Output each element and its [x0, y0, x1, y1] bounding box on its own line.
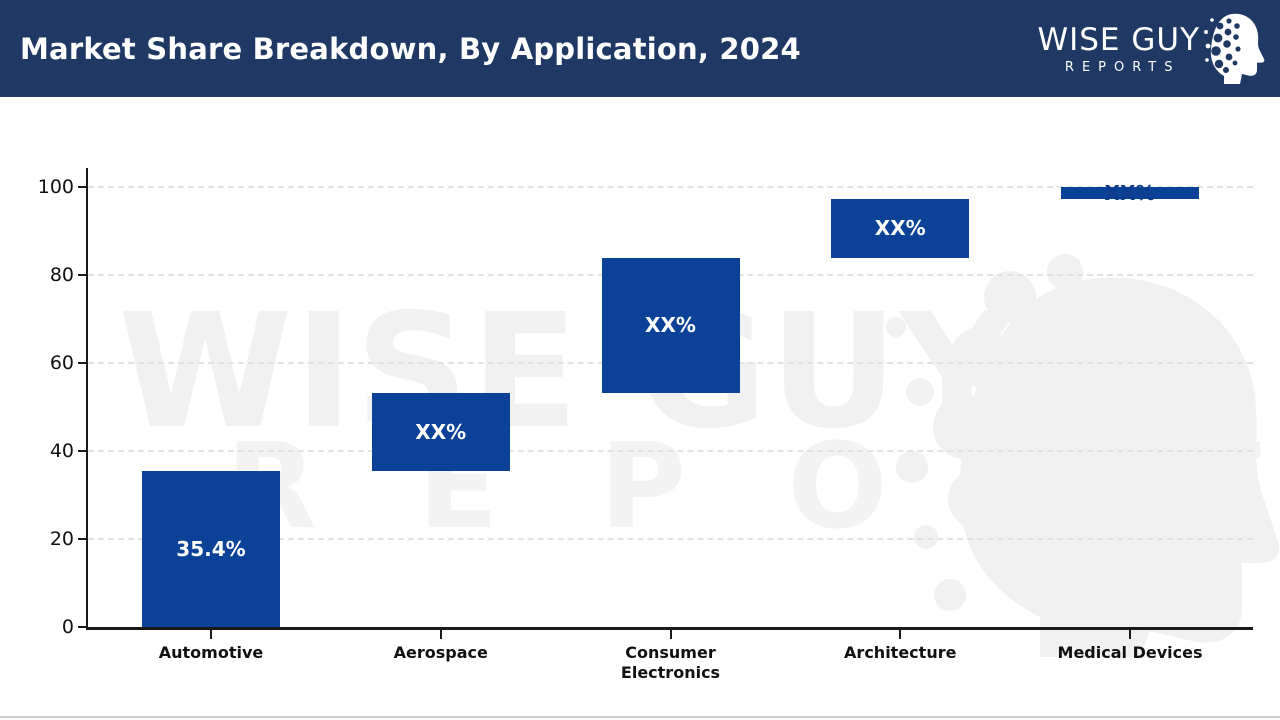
bottom-divider [0, 716, 1280, 718]
wiseguy-logo: WISE GUY REPORTS [1037, 8, 1266, 84]
y-tick-mark [78, 362, 86, 364]
y-tick-label: 20 [49, 528, 74, 550]
logo-wordmark: WISE GUY [1037, 22, 1200, 59]
y-tick-mark [78, 450, 86, 452]
bar-aerospace [371, 392, 510, 472]
page-title: Market Share Breakdown, By Application, … [20, 31, 801, 66]
y-tick-mark [78, 626, 86, 628]
gridline [88, 186, 1253, 188]
x-tick-mark [1129, 630, 1131, 639]
bar-medical-devices [1061, 187, 1199, 199]
y-axis [86, 168, 88, 630]
x-tick-label-medical-devices: Medical Devices [1057, 643, 1203, 662]
x-tick-label-architecture: Architecture [844, 643, 957, 662]
bar-value-label-consumer-electronics: XX% [645, 313, 696, 338]
y-tick-mark [78, 186, 86, 188]
y-tick-label: 40 [49, 440, 74, 462]
x-tick-label-automotive: Automotive [158, 643, 264, 662]
bar-value-label-medical-devices: XX% [1104, 180, 1156, 205]
bar-value-label-aerospace: XX% [415, 420, 467, 445]
wiseguy-head-icon [1204, 13, 1265, 84]
bar-value-label-automotive: 35.4% [176, 537, 246, 562]
x-tick-label-aerospace: Aerospace [393, 643, 488, 662]
bar-consumer-electronics [601, 257, 740, 393]
bar-automotive [142, 471, 280, 627]
x-tick-mark [439, 630, 442, 639]
y-tick-label: 0 [61, 616, 74, 638]
y-tick-mark [78, 538, 86, 540]
y-tick-label: 100 [37, 176, 74, 198]
x-tick-mark [210, 630, 212, 639]
bar-value-label-architecture: XX% [874, 216, 926, 241]
bar-architecture [831, 198, 970, 258]
x-tick-label-consumer-electronics: Consumer Electronics [620, 643, 721, 682]
logo-text: WISE GUY REPORTS [1037, 23, 1200, 74]
x-tick-mark [899, 630, 902, 639]
watermark-head-icon [886, 254, 1280, 657]
y-tick-label: 60 [49, 352, 74, 374]
y-tick-mark [78, 274, 86, 276]
y-tick-label: 80 [49, 264, 74, 286]
watermark-text: WISE GUY [118, 280, 1017, 464]
gridline [88, 538, 1253, 540]
header-bar: Market Share Breakdown, By Application, … [0, 0, 1280, 97]
logo-subtitle: REPORTS [1064, 59, 1181, 75]
x-axis [86, 627, 1253, 630]
gridline [88, 450, 1253, 452]
x-tick-mark [669, 630, 672, 639]
